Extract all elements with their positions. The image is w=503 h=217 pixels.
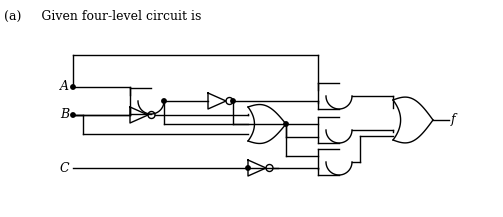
- Circle shape: [246, 166, 250, 170]
- Text: C: C: [59, 161, 69, 174]
- Circle shape: [284, 122, 288, 126]
- Text: B: B: [60, 108, 69, 122]
- Circle shape: [71, 85, 75, 89]
- Circle shape: [71, 113, 75, 117]
- Text: f: f: [451, 113, 456, 127]
- Circle shape: [162, 99, 166, 103]
- Text: (a)     Given four-level circuit is: (a) Given four-level circuit is: [4, 10, 201, 23]
- Text: A: A: [60, 81, 69, 94]
- Circle shape: [231, 99, 235, 103]
